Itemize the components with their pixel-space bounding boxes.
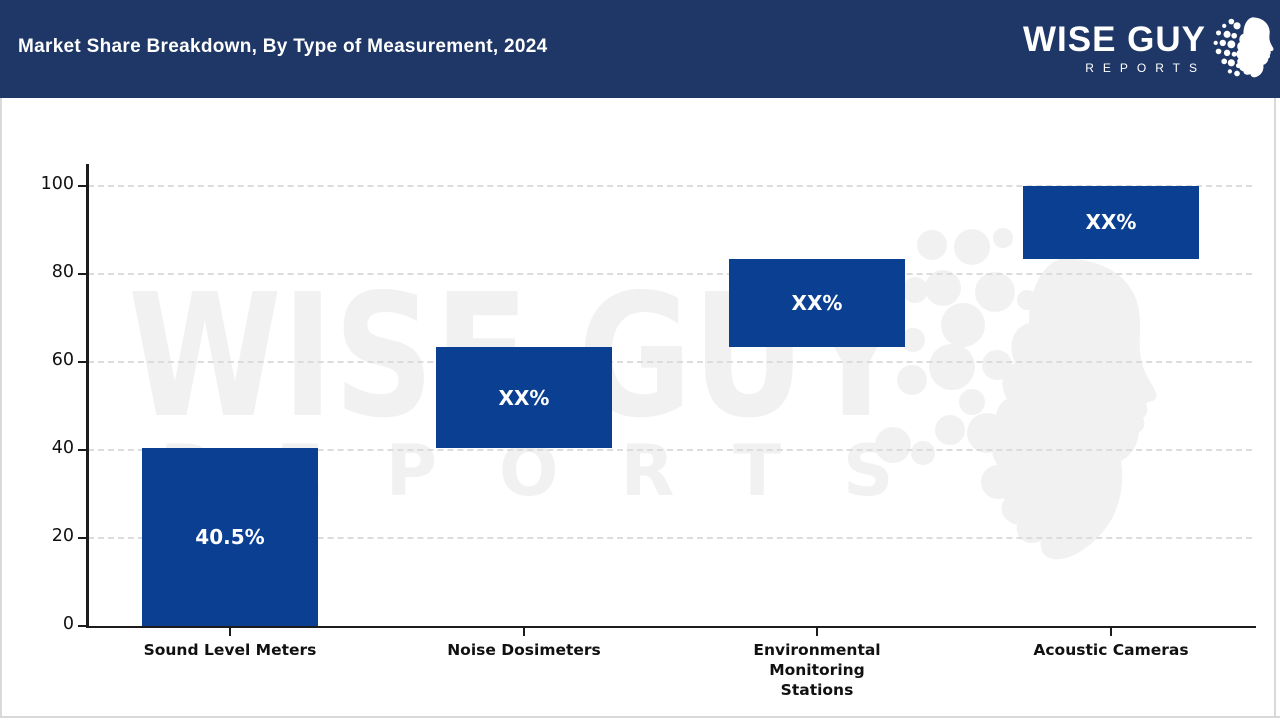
brand-logo: WISE GUY REPORTS	[1010, 0, 1280, 98]
y-tick-label: 0	[62, 614, 74, 634]
page-title: Market Share Breakdown, By Type of Measu…	[18, 36, 548, 57]
right-border	[1274, 98, 1276, 718]
y-tick-label: 100	[40, 174, 74, 194]
bar-sound-level-meters: 40.5%	[142, 447, 318, 626]
y-tick	[78, 537, 86, 539]
gridline	[88, 449, 1252, 451]
bottom-border	[0, 716, 1280, 718]
gridline	[88, 537, 1252, 539]
y-tick	[78, 449, 86, 451]
face-profile-logo-icon	[1213, 17, 1274, 78]
left-border	[0, 98, 2, 718]
bar-value-label: XX%	[1085, 210, 1137, 235]
x-category-label: Noise Dosimeters	[447, 641, 601, 659]
x-tick	[816, 627, 818, 636]
x-category-label: Environmental Monitoring Stations	[753, 641, 881, 699]
bar-noise-dosimeters: XX%	[436, 347, 612, 448]
y-tick-label: 40	[51, 438, 74, 458]
bar-value-label: XX%	[498, 385, 550, 410]
bar-value-label: XX%	[791, 291, 843, 316]
bar-environmental-monitoring-stations: XX%	[729, 258, 905, 348]
y-tick	[78, 273, 86, 275]
x-tick	[523, 627, 525, 636]
watermark-face-profile-icon	[875, 228, 1157, 560]
gridline	[88, 361, 1252, 363]
brand-name: WISE GUY	[1022, 20, 1206, 59]
gridline	[88, 185, 1252, 187]
x-tick	[1110, 627, 1112, 636]
y-tick-label: 20	[51, 526, 74, 546]
x-axis	[86, 625, 1256, 628]
brand-subtitle: REPORTS	[1085, 60, 1206, 75]
y-tick	[78, 625, 86, 627]
y-tick	[78, 361, 86, 363]
x-category-label: Sound Level Meters	[143, 641, 317, 659]
gridline	[88, 273, 1252, 275]
bar-acoustic-cameras: XX%	[1023, 186, 1199, 259]
y-tick-label: 80	[51, 262, 74, 282]
y-axis	[86, 164, 89, 628]
y-tick	[78, 185, 86, 187]
x-category-label: Acoustic Cameras	[1033, 641, 1189, 659]
bar-value-label: 40.5%	[195, 524, 265, 549]
y-tick-label: 60	[51, 350, 74, 370]
brand-wordmark: WISE GUY REPORTS	[1022, 20, 1206, 75]
x-tick	[229, 627, 231, 636]
header-bar: Market Share Breakdown, By Type of Measu…	[0, 0, 1280, 98]
